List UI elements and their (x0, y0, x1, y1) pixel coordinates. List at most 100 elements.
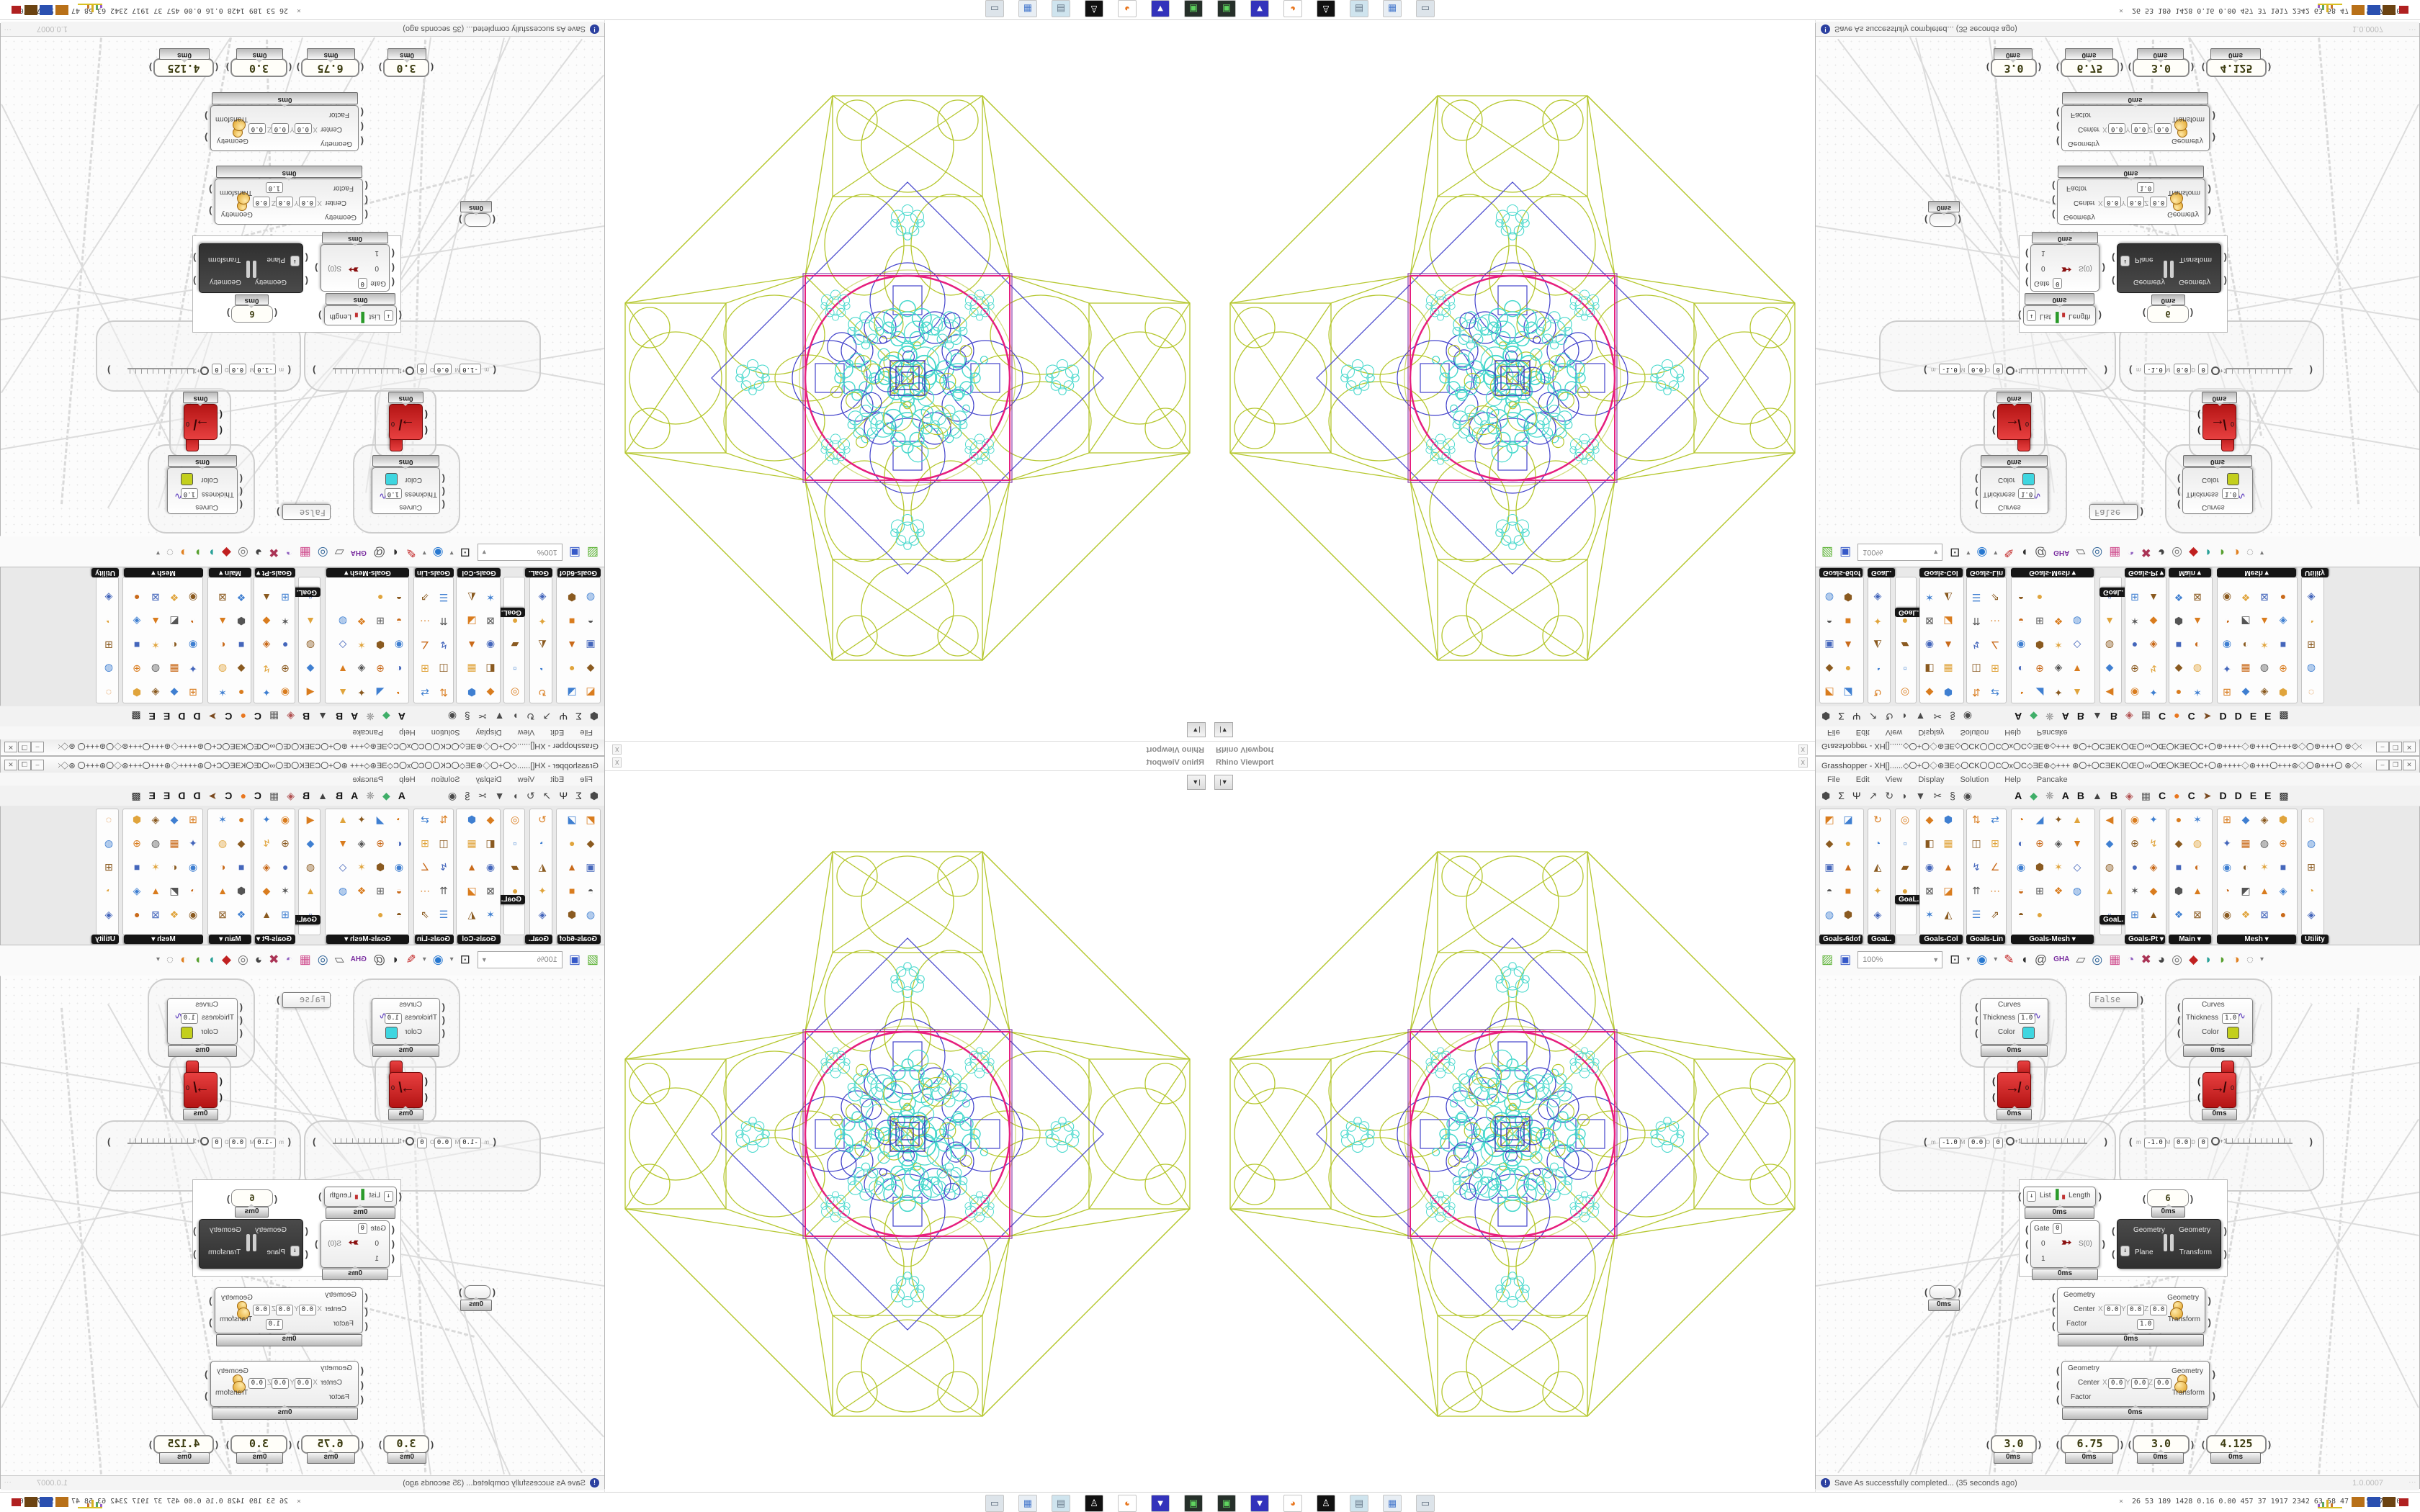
menu-item-edit[interactable]: Edit (550, 775, 565, 784)
component-icon[interactable]: ◍ (2105, 861, 2115, 873)
slider-handle[interactable] (2211, 366, 2220, 376)
component-icon[interactable]: ◩ (1824, 814, 1834, 825)
viewport-dropdown-button[interactable]: |▼ (1214, 775, 1233, 790)
component-icon[interactable]: ⇗ (1991, 909, 1999, 920)
tab-letter[interactable]: C (2187, 790, 2195, 801)
component-icon[interactable]: ▦ (467, 663, 477, 675)
toolbar-icon[interactable]: GHA (350, 955, 367, 963)
component-icon[interactable]: ⊠ (218, 592, 227, 603)
palette-label[interactable]: Goals-Col (1919, 935, 1963, 944)
component-icon[interactable]: ▰ (1901, 861, 1909, 873)
component-icon[interactable]: ⊕ (2279, 663, 2287, 675)
toolbar-icon[interactable]: ◎ (2172, 546, 2182, 559)
component-icon[interactable]: ⋯ (420, 616, 430, 627)
component-icon[interactable]: ■ (2175, 861, 2182, 873)
toolbar-icon[interactable]: ⊡ (460, 546, 470, 559)
tab-letter[interactable]: ◆ (2030, 790, 2038, 801)
minimize-button[interactable]: – (31, 760, 44, 770)
component-icon[interactable]: ◔ (2223, 885, 2231, 896)
component-icon[interactable]: ◔ (2017, 814, 2025, 825)
component-icon[interactable]: ◈ (151, 687, 160, 698)
tab-icon[interactable]: ↗ (542, 711, 552, 722)
component-icon[interactable]: ● (1901, 885, 1909, 896)
component-icon[interactable]: ⬢ (236, 885, 246, 896)
component-icon[interactable]: ▲ (2105, 616, 2115, 627)
component-icon[interactable]: ◆ (586, 663, 595, 675)
component-icon[interactable]: ⇗ (1991, 592, 1999, 603)
component-icon[interactable]: ◌ (105, 814, 112, 825)
component-icon[interactable]: ■ (2280, 861, 2287, 873)
component-icon[interactable]: ✦ (538, 885, 547, 896)
component-icon[interactable]: ⬢ (2174, 616, 2184, 627)
component-icon[interactable]: ◔ (105, 616, 112, 627)
component-icon[interactable]: ✶ (218, 814, 227, 825)
toolbar-icon[interactable]: ◆ (221, 953, 232, 966)
component-icon[interactable]: ✶ (2260, 861, 2269, 873)
component-icon[interactable]: ▲ (2072, 687, 2082, 698)
component-icon[interactable]: ✶ (2130, 885, 2139, 896)
component-icon[interactable]: ✶ (357, 639, 366, 651)
toolbar-icon[interactable]: ✖ (2141, 953, 2151, 966)
component-icon[interactable]: ⊞ (189, 687, 197, 698)
close-button[interactable]: ✕ (4, 742, 17, 752)
toolbar-icon[interactable]: @ (372, 546, 386, 559)
custom-preview-component[interactable]: ((( Curves Thickness 1.0 ∿ Color (372, 998, 445, 1045)
tab-letter[interactable]: D (2219, 790, 2227, 801)
component-icon[interactable]: ◇ (339, 639, 347, 651)
tab-letter[interactable]: ◈ (287, 790, 295, 801)
component-icon[interactable]: ▰ (1901, 639, 1909, 651)
component-icon[interactable]: ◉ (485, 639, 496, 651)
palette-label[interactable]: Mesh ▾ (124, 935, 203, 944)
toolbar-icon[interactable]: ◌ (2246, 546, 2254, 559)
grasshopper-canvas[interactable]: False ) ((( Curves Thickness 1.0 ∿ Color… (1, 976, 604, 1475)
tray-icon[interactable]: ▦ (1018, 1495, 1037, 1512)
boolean-toggle[interactable]: False ) (277, 992, 331, 1008)
component-icon[interactable]: ◉ (485, 861, 496, 873)
menu-item-pancake[interactable]: Pancake (2036, 775, 2068, 784)
component-icon[interactable]: ⊞ (421, 663, 429, 675)
component-icon[interactable]: ▦ (1943, 663, 1953, 675)
tab-letter[interactable]: E (163, 711, 171, 722)
slider-track[interactable] (332, 368, 399, 374)
tab-letter[interactable]: A (351, 711, 359, 722)
component-icon[interactable]: ● (2036, 592, 2043, 603)
tab-letter[interactable]: ◈ (2125, 790, 2133, 801)
component-icon[interactable]: ◒ (2017, 885, 2025, 896)
component-icon[interactable]: ◈ (357, 663, 366, 675)
toolbar-icon[interactable]: ◆ (2188, 953, 2199, 966)
component-icon[interactable]: ◩ (1824, 687, 1834, 698)
toolbar-icon[interactable]: ◔ (285, 953, 293, 966)
component-icon[interactable]: ☰ (1971, 909, 1981, 920)
minimize-button[interactable]: – (2376, 742, 2389, 752)
component-icon[interactable]: ◈ (133, 616, 141, 627)
tab-letter[interactable]: E (2249, 790, 2257, 801)
tray-icon[interactable]: ◕ (1283, 1495, 1302, 1512)
component-icon[interactable]: ◍ (2072, 885, 2082, 896)
component-icon[interactable]: ▫ (1903, 663, 1907, 675)
component-icon[interactable]: ⊕ (2279, 837, 2287, 849)
component-icon[interactable]: ◍ (2306, 663, 2316, 675)
component-icon[interactable]: ◭ (1944, 592, 1953, 603)
component-icon[interactable]: ⊞ (2223, 687, 2231, 698)
palette-label[interactable]: Goals-Pt ▾ (255, 935, 295, 944)
palette-label[interactable]: Main ▾ (209, 568, 251, 577)
component-icon[interactable]: ▦ (169, 663, 179, 675)
component-icon[interactable]: ◩ (169, 885, 179, 896)
component-icon[interactable]: ⬢ (1843, 909, 1853, 920)
component-icon[interactable]: ▲ (567, 639, 577, 651)
maximize-button[interactable]: ❐ (18, 742, 31, 752)
tab-icon[interactable]: Ψ (559, 790, 568, 801)
component-icon[interactable]: ◀ (2105, 814, 2114, 825)
component-icon[interactable]: ■ (1845, 616, 1852, 627)
component-icon[interactable]: ◈ (2149, 639, 2158, 651)
component-icon[interactable]: ◩ (586, 687, 596, 698)
tab-letter[interactable]: D (2219, 711, 2227, 722)
component-icon[interactable]: ▲ (2072, 814, 2082, 825)
component-icon[interactable]: ▲ (305, 885, 315, 896)
component-icon[interactable]: ⇄ (421, 814, 429, 825)
red-error-component[interactable]: (( ↛ 0 (2197, 404, 2236, 440)
slider-track[interactable] (332, 1138, 399, 1144)
component-icon[interactable]: ❖ (357, 885, 367, 896)
viewport-dropdown-button[interactable]: |▼ (1214, 722, 1233, 737)
red-error-component[interactable]: (( ↛ 0 (389, 1072, 428, 1108)
